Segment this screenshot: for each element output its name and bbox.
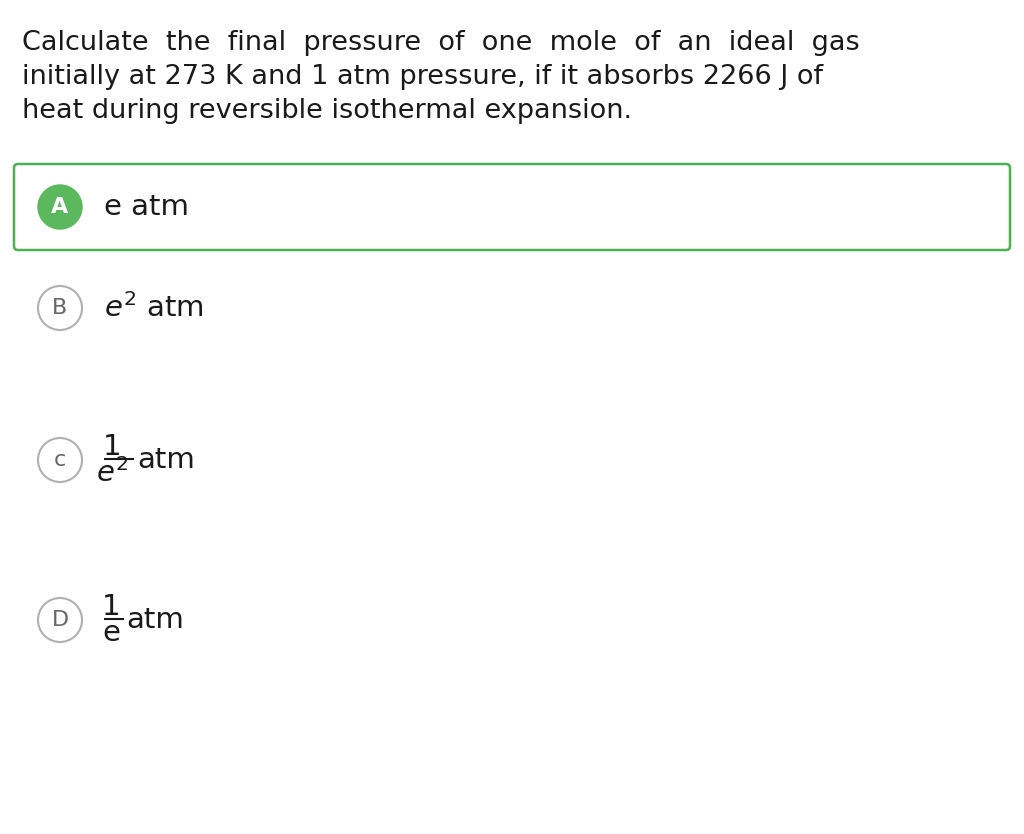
FancyBboxPatch shape xyxy=(14,164,1010,250)
Text: B: B xyxy=(52,298,68,318)
Circle shape xyxy=(38,438,82,482)
Text: e atm: e atm xyxy=(104,193,189,221)
Text: atm: atm xyxy=(137,446,195,474)
Text: heat during reversible isothermal expansion.: heat during reversible isothermal expans… xyxy=(22,98,632,124)
Text: A: A xyxy=(51,197,69,217)
Text: e: e xyxy=(102,619,120,647)
Text: initially at 273 K and 1 atm pressure, if it absorbs 2266 J of: initially at 273 K and 1 atm pressure, i… xyxy=(22,64,823,90)
Circle shape xyxy=(38,286,82,330)
Text: 1: 1 xyxy=(101,593,120,621)
Text: atm: atm xyxy=(126,606,184,634)
Text: 1: 1 xyxy=(102,433,121,461)
Text: Calculate  the  final  pressure  of  one  mole  of  an  ideal  gas: Calculate the final pressure of one mole… xyxy=(22,30,860,56)
Text: c: c xyxy=(54,450,67,470)
Circle shape xyxy=(38,598,82,642)
Text: $e^2$: $e^2$ xyxy=(96,458,128,488)
Text: $e^2$ atm: $e^2$ atm xyxy=(104,293,204,323)
Circle shape xyxy=(38,185,82,229)
Text: D: D xyxy=(51,610,69,630)
